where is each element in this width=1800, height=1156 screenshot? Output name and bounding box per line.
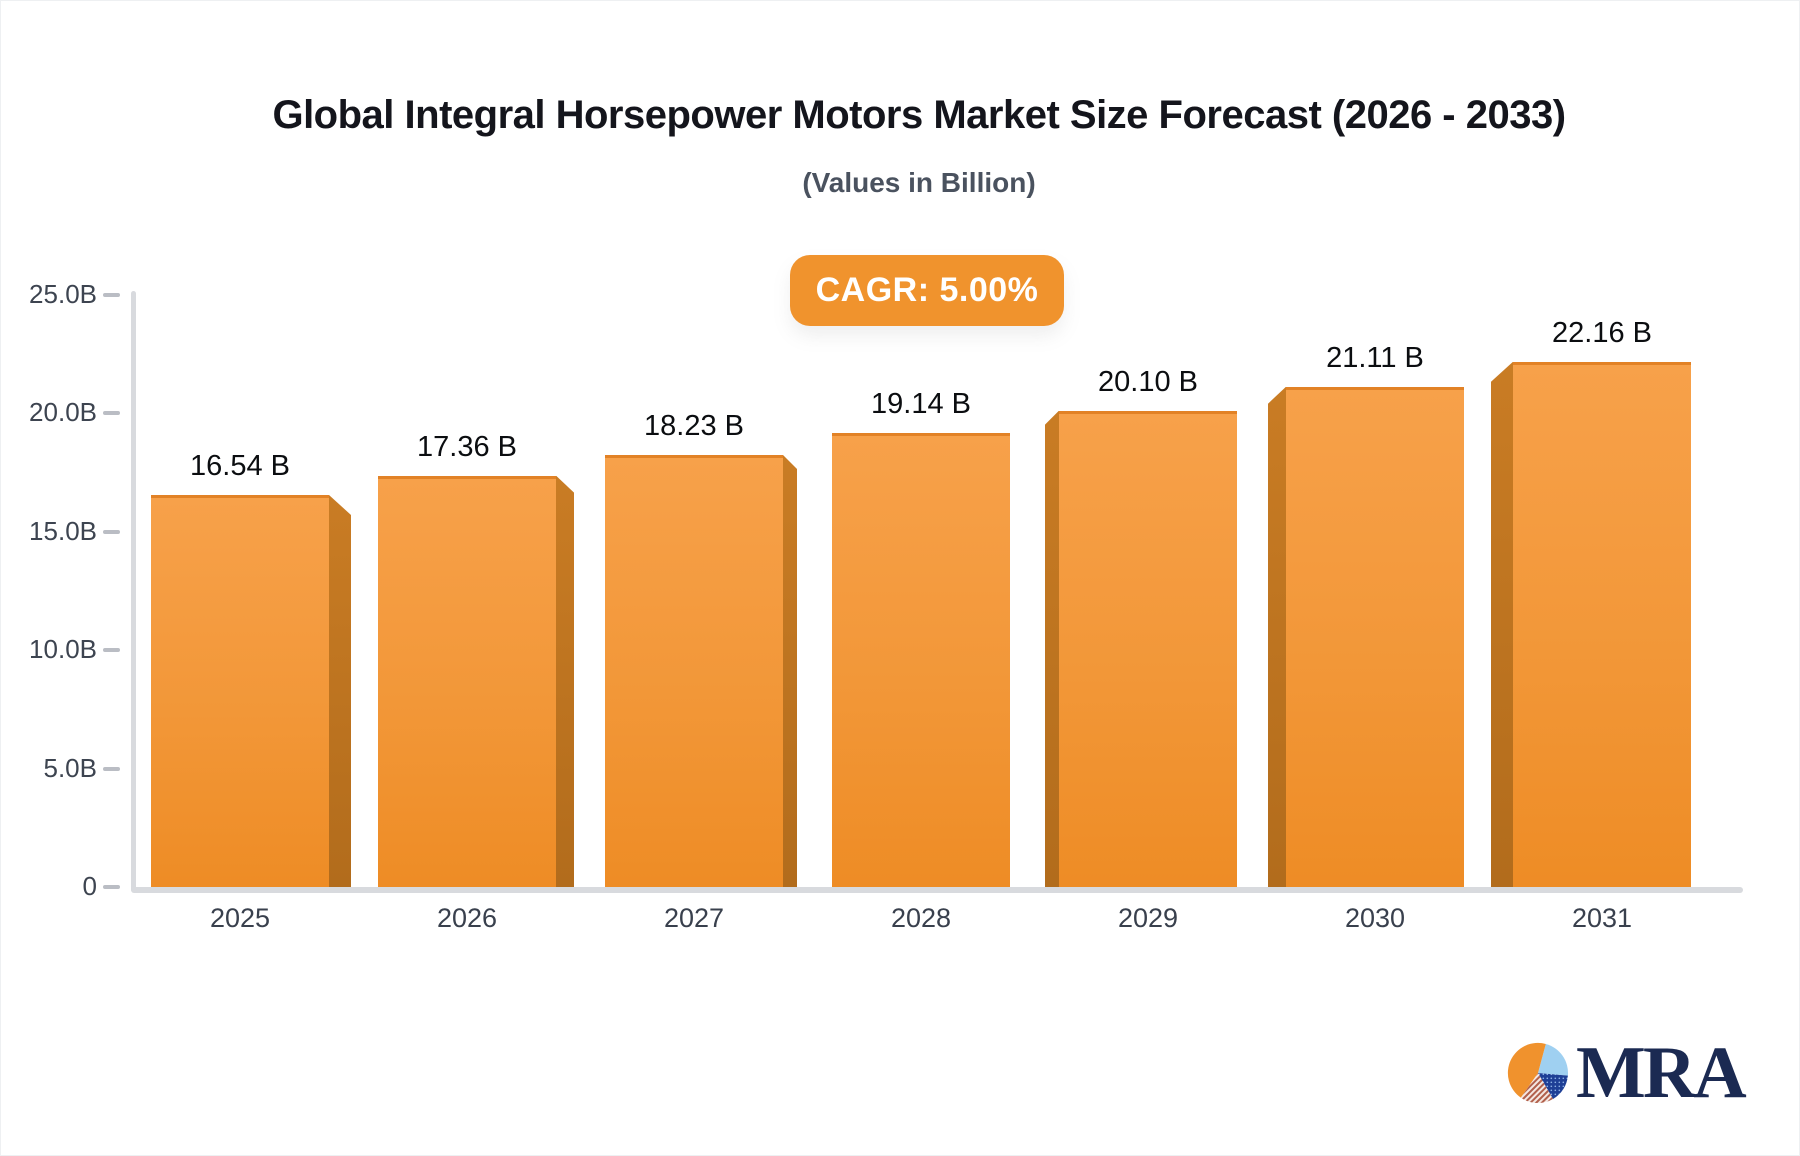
- y-tick-dash: [103, 885, 120, 889]
- x-tick-label: 2031: [1571, 903, 1633, 933]
- page-title: Global Integral Horsepower Motors Market…: [272, 93, 1566, 137]
- bar: [151, 495, 329, 887]
- bar: [832, 433, 1010, 887]
- bar-3d-side: [1491, 361, 1513, 887]
- x-tick-label: 2025: [209, 903, 271, 933]
- bar-value-label: 21.11 B: [1326, 341, 1424, 374]
- x-tick-label: 2027: [663, 903, 725, 933]
- bar: [1513, 361, 1691, 887]
- mra-logo: MRA: [1506, 1032, 1747, 1114]
- x-tick-label: 2029: [1117, 903, 1179, 933]
- y-tick-dash: [103, 648, 120, 652]
- y-tick-label: 25.0B: [29, 278, 97, 309]
- x-tick-label: 2030: [1344, 903, 1406, 933]
- bar-3d-side: [1045, 410, 1059, 887]
- bar: [605, 454, 783, 887]
- y-axis-line: [131, 291, 136, 892]
- bar-3d-side: [329, 495, 351, 887]
- mra-logo-pie-icon: [1507, 1042, 1569, 1104]
- x-tick-label: 2028: [890, 903, 952, 933]
- y-tick-dash: [103, 529, 120, 534]
- cagr-badge: CAGR: 5.00%: [790, 255, 1064, 326]
- page-subtitle: (Values in Billion): [802, 167, 1036, 198]
- bar-3d-side: [783, 454, 797, 887]
- bar-value-label: 19.14 B: [871, 388, 971, 421]
- y-tick-dash: [103, 411, 120, 415]
- y-tick-dash: [103, 292, 120, 297]
- x-tick-label: 2026: [436, 903, 498, 933]
- y-tick-label: 15.0B: [29, 515, 97, 546]
- bar: [1059, 410, 1237, 887]
- x-axis-line: [131, 887, 1743, 893]
- bar-3d-side: [1268, 386, 1286, 887]
- y-tick-label: 0: [82, 871, 97, 901]
- bar-value-label: 17.36 B: [417, 430, 517, 463]
- y-tick-label: 5.0B: [43, 752, 98, 783]
- bar-value-label: 22.16 B: [1552, 316, 1652, 349]
- bar-value-label: 20.10 B: [1098, 365, 1198, 398]
- y-tick-label: 20.0B: [29, 397, 97, 427]
- y-tick-dash: [103, 766, 120, 771]
- bar: [1286, 386, 1464, 887]
- bar-value-label: 16.54 B: [190, 450, 290, 482]
- bar: [378, 475, 556, 887]
- bar-value-label: 18.23 B: [644, 409, 744, 442]
- y-tick-label: 10.0B: [29, 634, 97, 664]
- bar-3d-side: [556, 475, 574, 887]
- mra-logo-text: MRA: [1576, 1032, 1747, 1114]
